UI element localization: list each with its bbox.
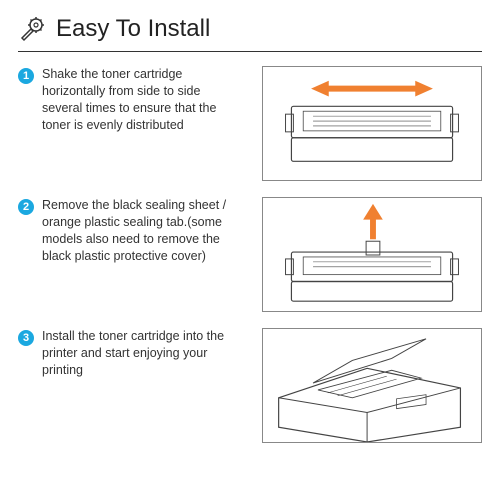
page-title: Easy To Install <box>56 15 210 43</box>
step-number-badge: 1 <box>18 68 34 84</box>
step-illustration-remove <box>262 197 482 312</box>
header-divider <box>18 51 482 52</box>
step-text: Install the toner cartridge into the pri… <box>42 328 234 379</box>
step-item: 2 Remove the black sealing sheet / orang… <box>18 197 482 312</box>
step-item: 3 Install the toner cartridge into the p… <box>18 328 482 443</box>
step-item: 1 Shake the toner cartridge horizontally… <box>18 66 482 181</box>
wrench-gear-icon <box>18 15 46 43</box>
step-illustration-install <box>262 328 482 443</box>
steps-list: 1 Shake the toner cartridge horizontally… <box>18 66 482 443</box>
step-number-badge: 3 <box>18 330 34 346</box>
step-illustration-shake <box>262 66 482 181</box>
step-text: Remove the black sealing sheet / orange … <box>42 197 234 265</box>
step-text: Shake the toner cartridge horizontally f… <box>42 66 234 134</box>
step-number-badge: 2 <box>18 199 34 215</box>
